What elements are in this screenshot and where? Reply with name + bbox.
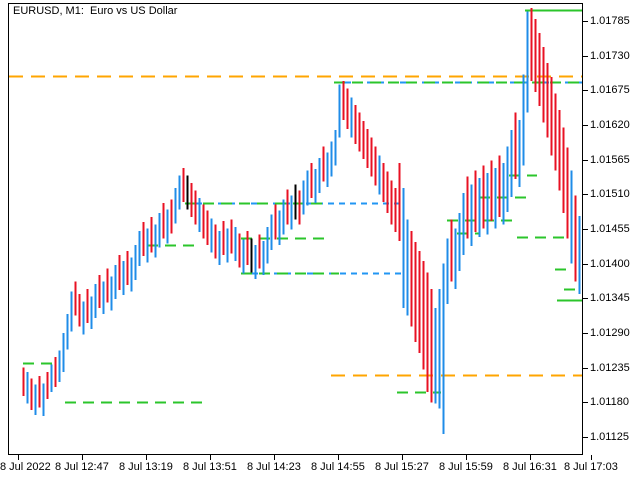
price-axis-label: 1.01510 [590, 188, 630, 201]
chart-title: EURUSD, M1: Euro vs US Dollar [13, 5, 178, 17]
price-axis-tick [583, 436, 588, 438]
time-axis-tick [18, 455, 19, 460]
price-axis-label: 1.01730 [590, 49, 630, 62]
time-axis-label: 8 Jul 13:51 [183, 461, 237, 473]
price-axis-label: 1.01455 [590, 223, 630, 235]
price-axis-label: 1.01785 [590, 15, 630, 28]
time-axis-label: 8 Jul 12:47 [55, 461, 109, 473]
price-axis-label: 1.01180 [590, 396, 629, 409]
time-axis[interactable]: 8 Jul 2022 8 Jul 12:47 8 Jul 13:19 8 Jul 13… [0, 455, 640, 480]
price-axis-tick [583, 159, 588, 161]
time-axis-label: 8 Jul 17:03 [564, 461, 618, 473]
price-axis-tick [583, 402, 588, 404]
time-axis-tick [402, 455, 403, 460]
price-axis-label: 1.01345 [590, 292, 630, 305]
price-chart-svg [9, 7, 582, 434]
price-axis-label: 1.01565 [590, 153, 630, 166]
time-axis-tick [210, 455, 211, 460]
price-axis-tick [583, 229, 588, 230]
price-axis-tick [583, 21, 588, 23]
ohlc-bars [22, 7, 581, 434]
time-axis-label: 8 Jul 15:27 [375, 461, 429, 473]
price-axis-label: 1.01235 [590, 361, 630, 374]
price-axis-label: 1.01620 [590, 119, 630, 131]
price-axis-tick [583, 332, 588, 334]
time-axis-label: 8 Jul 14:23 [247, 461, 301, 473]
price-axis-label: 1.01290 [590, 326, 630, 339]
price-axis-label: 1.01400 [590, 257, 630, 270]
time-axis-tick [146, 455, 147, 460]
price-axis-tick [583, 367, 588, 369]
price-axis-tick [583, 125, 588, 126]
price-axis[interactable]: 1.01785 1.01730 1.01675 1.01620 1.01565 1.015… [583, 3, 640, 455]
time-axis-label: 8 Jul 16:31 [503, 461, 557, 473]
time-axis-tick [338, 455, 339, 460]
time-axis-label: 8 Jul 15:59 [439, 461, 493, 473]
time-axis-tick [82, 455, 83, 460]
price-axis-tick [583, 194, 588, 196]
price-axis-tick [583, 55, 588, 57]
time-axis-label: 8 Jul 13:19 [119, 461, 173, 473]
time-axis-label: 8 Jul 14:55 [311, 461, 365, 473]
price-axis-tick [583, 90, 588, 92]
time-axis-tick [274, 455, 275, 460]
time-axis-tick [466, 455, 467, 460]
price-axis-label: 1.01125 [590, 430, 629, 443]
time-axis-tick [591, 455, 592, 460]
chart-plot-area[interactable] [8, 3, 583, 455]
price-axis-tick [583, 298, 588, 300]
time-axis-label: 8 Jul 2022 [0, 461, 51, 473]
price-axis-tick [583, 263, 588, 265]
price-axis-label: 1.01675 [590, 84, 630, 97]
time-axis-tick [530, 455, 531, 460]
